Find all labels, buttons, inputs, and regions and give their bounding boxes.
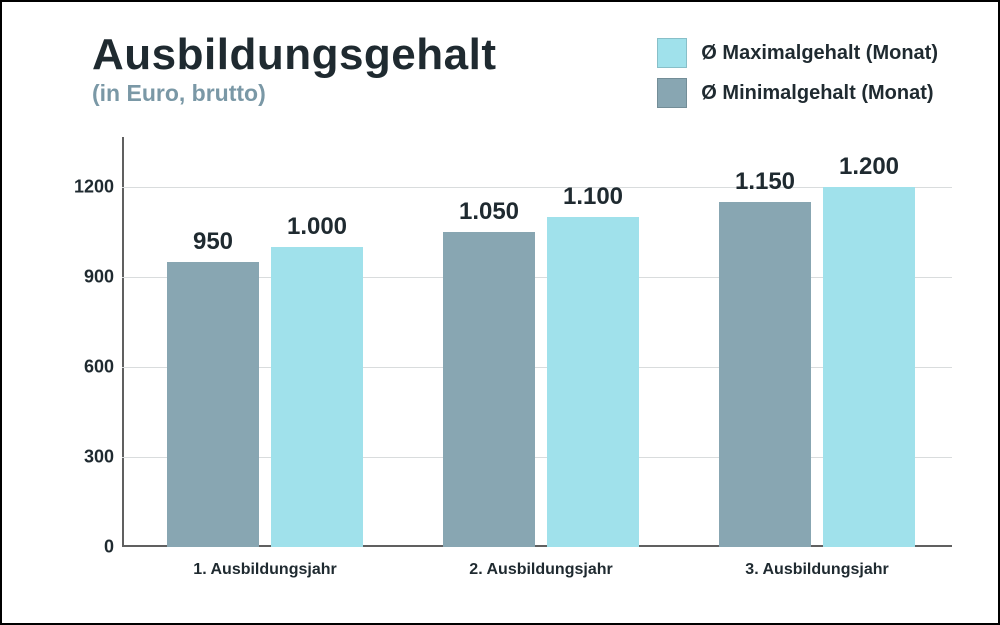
bar-value-label: 1.150	[735, 168, 795, 196]
bar: 1.000	[271, 247, 363, 547]
bar: 1.150	[719, 202, 811, 547]
bar-value-label: 950	[193, 228, 233, 256]
legend-item-min: Ø Minimalgehalt (Monat)	[657, 78, 938, 108]
x-tick-label: 2. Ausbildungsjahr	[469, 561, 612, 579]
bar: 950	[167, 262, 259, 547]
chart-header: Ausbildungsgehalt (in Euro, brutto)	[92, 32, 497, 107]
y-tick-label: 1200	[62, 177, 114, 198]
legend-label-max: Ø Maximalgehalt (Monat)	[701, 42, 938, 65]
x-tick-label: 3. Ausbildungsjahr	[745, 561, 888, 579]
legend-swatch-max	[657, 38, 687, 68]
y-axis	[122, 137, 124, 547]
y-tick-label: 0	[62, 537, 114, 558]
chart-area: 9501.0001.0501.1001.1501.200 03006009001…	[62, 157, 952, 587]
y-tick-label: 900	[62, 267, 114, 288]
bar-value-label: 1.050	[459, 198, 519, 226]
y-tick-label: 300	[62, 447, 114, 468]
plot-area: 9501.0001.0501.1001.1501.200	[122, 157, 952, 547]
chart-frame: Ausbildungsgehalt (in Euro, brutto) Ø Ma…	[0, 0, 1000, 625]
bar: 1.100	[547, 217, 639, 547]
legend-item-max: Ø Maximalgehalt (Monat)	[657, 38, 938, 68]
legend-swatch-min	[657, 78, 687, 108]
bar-value-label: 1.200	[839, 153, 899, 181]
chart-title: Ausbildungsgehalt	[92, 32, 497, 78]
bar-value-label: 1.100	[563, 183, 623, 211]
y-tick-label: 600	[62, 357, 114, 378]
legend-label-min: Ø Minimalgehalt (Monat)	[701, 82, 933, 105]
legend: Ø Maximalgehalt (Monat) Ø Minimalgehalt …	[657, 38, 938, 108]
bar: 1.050	[443, 232, 535, 547]
bar-value-label: 1.000	[287, 213, 347, 241]
bar: 1.200	[823, 187, 915, 547]
chart-subtitle: (in Euro, brutto)	[92, 80, 497, 107]
x-tick-label: 1. Ausbildungsjahr	[193, 561, 336, 579]
